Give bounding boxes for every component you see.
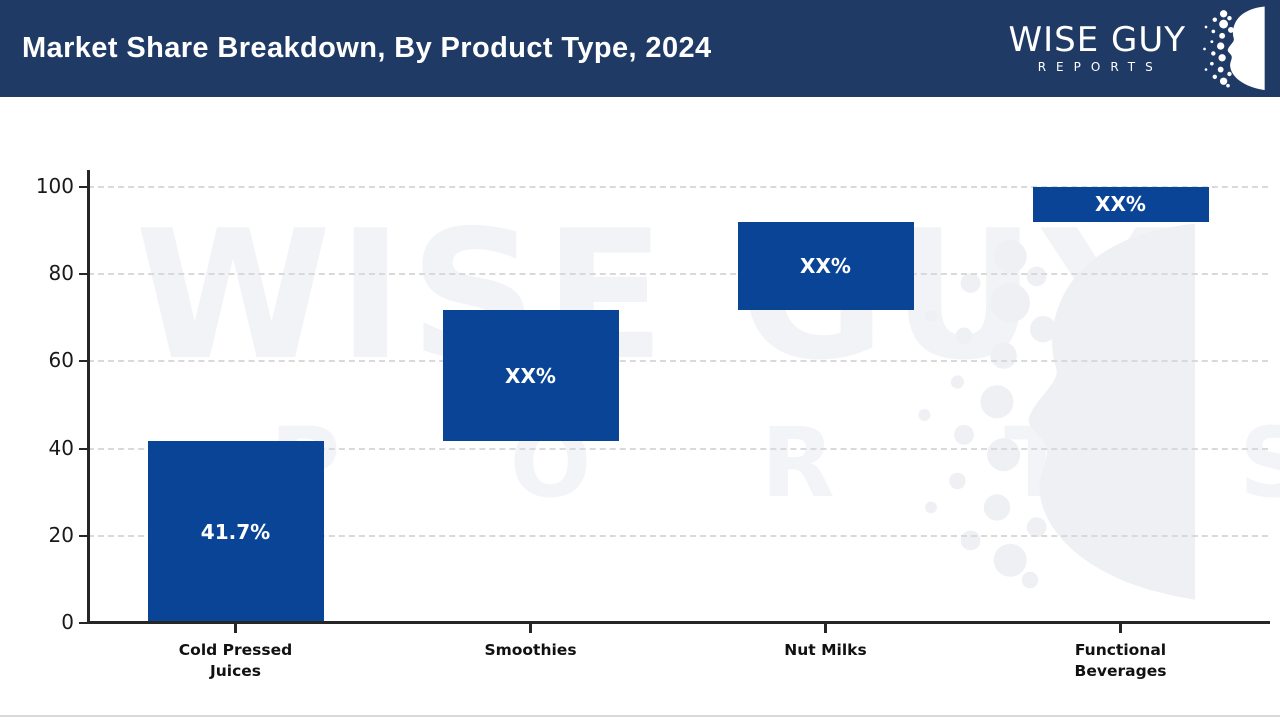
logo-text: WISE GUY REPORTS [1008,23,1186,74]
y-axis-tick [79,534,88,537]
y-axis-tick [79,273,88,276]
x-axis-label-nut-milks: Nut Milks [784,641,867,659]
chart-title: Market Share Breakdown, By Product Type,… [22,32,712,64]
bar-value-label: XX% [1095,192,1146,217]
bar-value-label: 41.7% [200,520,271,545]
header-bar: Market Share Breakdown, By Product Type,… [0,0,1280,97]
bar-functional-beverages: XX% [1032,187,1209,222]
y-axis-line [87,170,90,624]
y-tick-label: 100 [35,174,74,198]
bottom-divider [0,715,1280,717]
gridline [88,360,1268,363]
x-axis-tick [234,624,237,633]
watermark-face-icon [918,223,1195,600]
bar-value-label: XX% [505,363,556,388]
x-axis-tick [1119,624,1122,633]
x-axis-tick [529,624,532,633]
y-tick-label: 60 [48,348,74,373]
wiseguy-logo: WISE GUY REPORTS [1008,5,1266,93]
gridline [88,273,1268,276]
y-tick-label: 80 [48,261,74,286]
x-axis-line [87,621,1270,624]
y-tick-label: 20 [48,522,74,547]
bar-smoothies: XX% [442,310,619,442]
x-axis-label-functional-beverages: Functional Beverages [1074,641,1167,680]
watermark: WISE GUY P O R T S [0,97,1280,717]
logo-wordmark: WISE GUY [1008,20,1186,60]
logo-subtitle: REPORTS [1037,60,1163,74]
y-axis-tick [79,360,88,363]
bar-cold-pressed-juices: 41.7% [147,441,324,623]
y-tick-label: 0 [61,610,74,634]
gridline [88,534,1268,537]
gridline [88,447,1268,450]
x-axis-tick [824,624,827,633]
x-axis-label-cold-pressed-juices: Cold Pressed Juices [178,641,293,680]
gridline [88,186,1268,188]
bar-nut-milks: XX% [737,221,914,311]
y-tick-label: 40 [48,435,74,460]
x-axis-label-smoothies: Smoothies [484,641,577,659]
y-axis-tick [79,447,88,450]
y-axis-tick [79,186,88,188]
bar-value-label: XX% [800,254,851,279]
y-axis-tick [79,622,88,624]
